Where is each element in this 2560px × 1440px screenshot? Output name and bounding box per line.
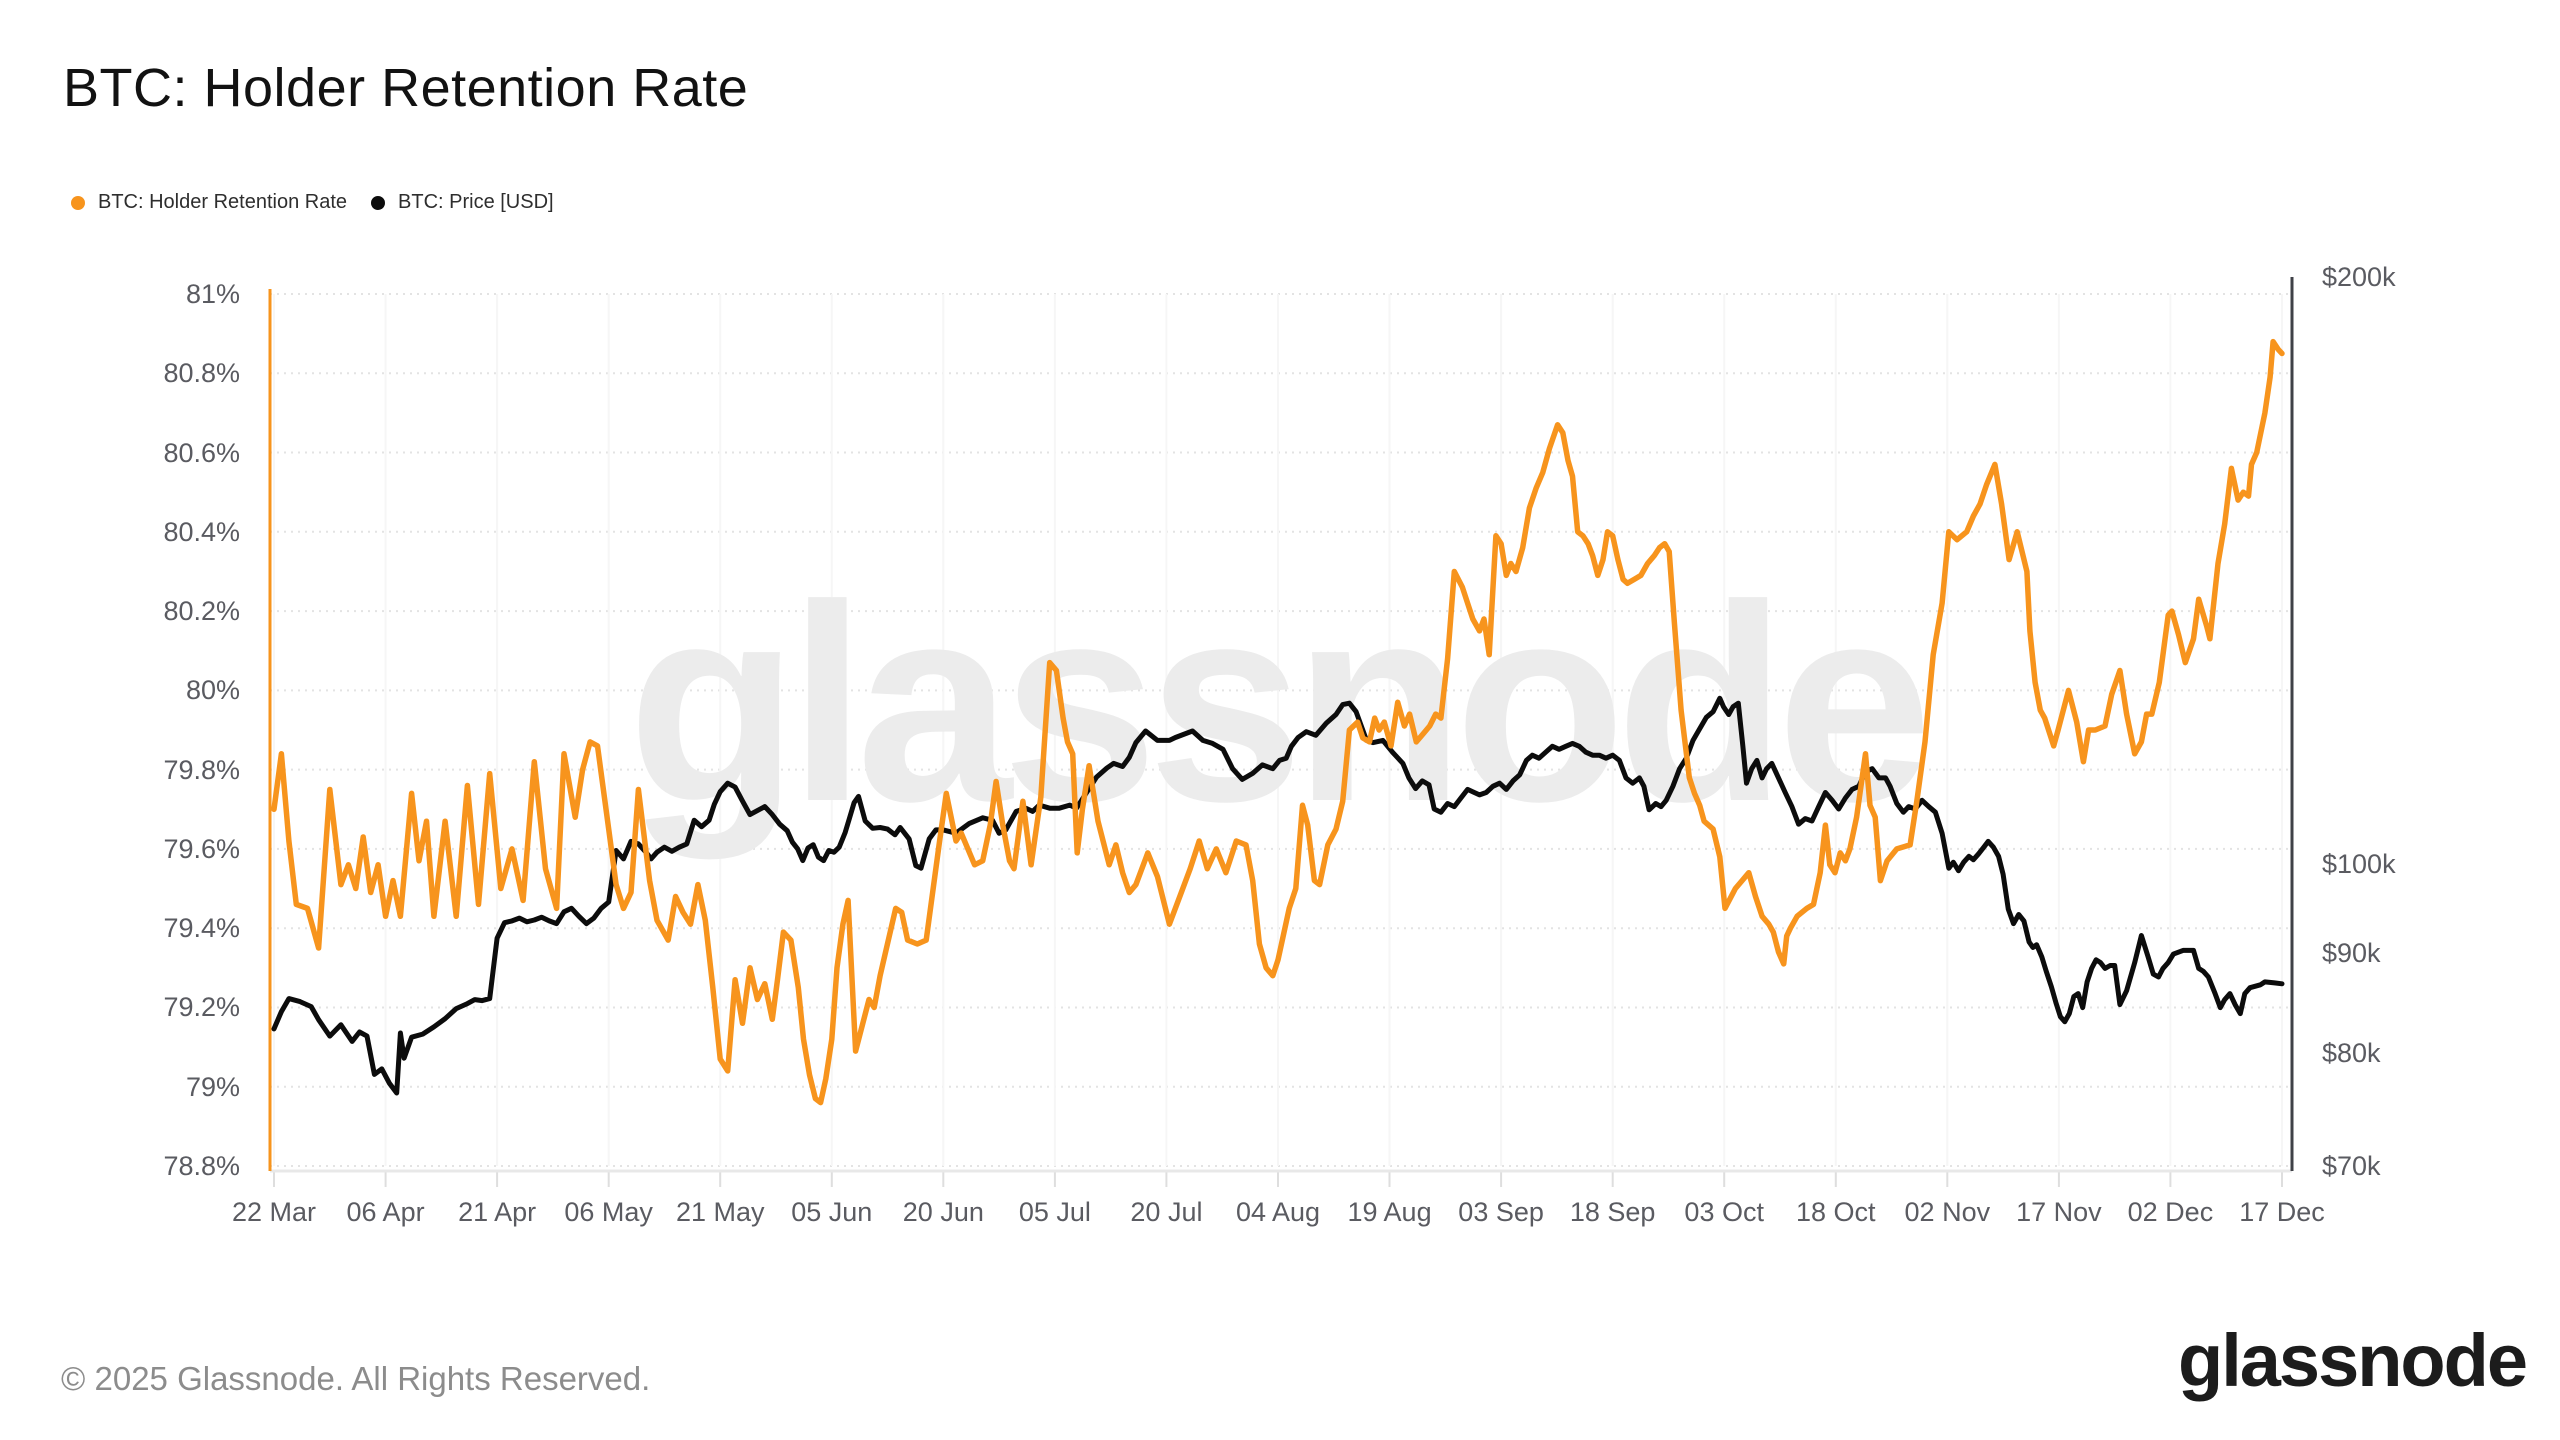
x-axis-label: 05 Jun [791, 1197, 873, 1227]
y-axis-label-left: 78.8% [163, 1151, 240, 1181]
x-axis-label: 21 May [675, 1197, 765, 1227]
legend-dot-orange-icon [71, 195, 85, 210]
y-axis-label-left: 79% [185, 1071, 240, 1102]
x-axis-label: 18 Oct [1795, 1197, 1876, 1227]
legend: BTC: Holder Retention Rate BTC: Price [U… [71, 191, 554, 214]
y-axis-label-left: 80.2% [163, 596, 240, 627]
x-axis-label: 02 Dec [2127, 1197, 2214, 1227]
x-axis-label: 18 Sep [1569, 1197, 1656, 1227]
y-axis-label-left: 80% [185, 675, 240, 706]
y-axis-label-left: 80.6% [163, 437, 240, 468]
legend-label: BTC: Holder Retention Rate [98, 191, 348, 213]
y-axis-label-left: 80.4% [163, 516, 240, 547]
x-axis-label: 03 Sep [1458, 1197, 1544, 1227]
y-axis-label-right: $70k [2322, 1151, 2381, 1181]
page-title: BTC: Holder Retention Rate [63, 58, 749, 118]
x-axis-label: 21 Apr [458, 1197, 537, 1227]
x-axis-label: 06 May [564, 1197, 653, 1227]
y-axis-label-right: $90k [2322, 938, 2381, 969]
x-axis-label: 02 Nov [1904, 1197, 1991, 1227]
legend-item-price[interactable]: BTC: Price [USD] [371, 191, 554, 214]
legend-dot-black-icon [371, 195, 386, 210]
legend-label: BTC: Price [USD] [398, 191, 554, 213]
x-axis-label: 19 Aug [1347, 1197, 1432, 1227]
y-axis-label-left: 80.8% [163, 358, 240, 389]
x-axis-label: 17 Nov [2016, 1197, 2102, 1227]
y-axis-label-left: 79.6% [163, 833, 240, 864]
price-line [271, 695, 2285, 1096]
y-axis-label-right: $80k [2322, 1037, 2381, 1068]
x-axis-label: 22 Mar [231, 1197, 317, 1227]
retention-rate-line [271, 338, 2285, 1106]
y-axis-label-left: 79.4% [163, 913, 240, 944]
y-axis-label-right: $100k [2322, 848, 2396, 879]
watermark-text: glassnode [628, 548, 1926, 861]
y-axis-label-right: $200k [2322, 261, 2396, 292]
x-axis-label: 05 Jul [1018, 1197, 1091, 1227]
x-axis-label: 06 Apr [346, 1197, 425, 1227]
x-axis-label: 17 Dec [2239, 1197, 2325, 1227]
y-axis-label-left: 81% [185, 279, 240, 309]
y-axis-label-left: 79.8% [163, 754, 240, 785]
copyright-text: © 2025 Glassnode. All Rights Reserved. [61, 1360, 651, 1397]
x-axis-label: 03 Oct [1684, 1197, 1764, 1227]
glassnode-logo: glassnode [2178, 1319, 2528, 1402]
y-axis-label-left: 79.2% [163, 992, 240, 1023]
x-axis-label: 04 Aug [1235, 1197, 1321, 1227]
x-axis-label: 20 Jun [902, 1197, 984, 1227]
x-axis-label: 20 Jul [1130, 1197, 1203, 1227]
legend-item-retention-rate[interactable]: BTC: Holder Retention Rate [71, 191, 347, 214]
